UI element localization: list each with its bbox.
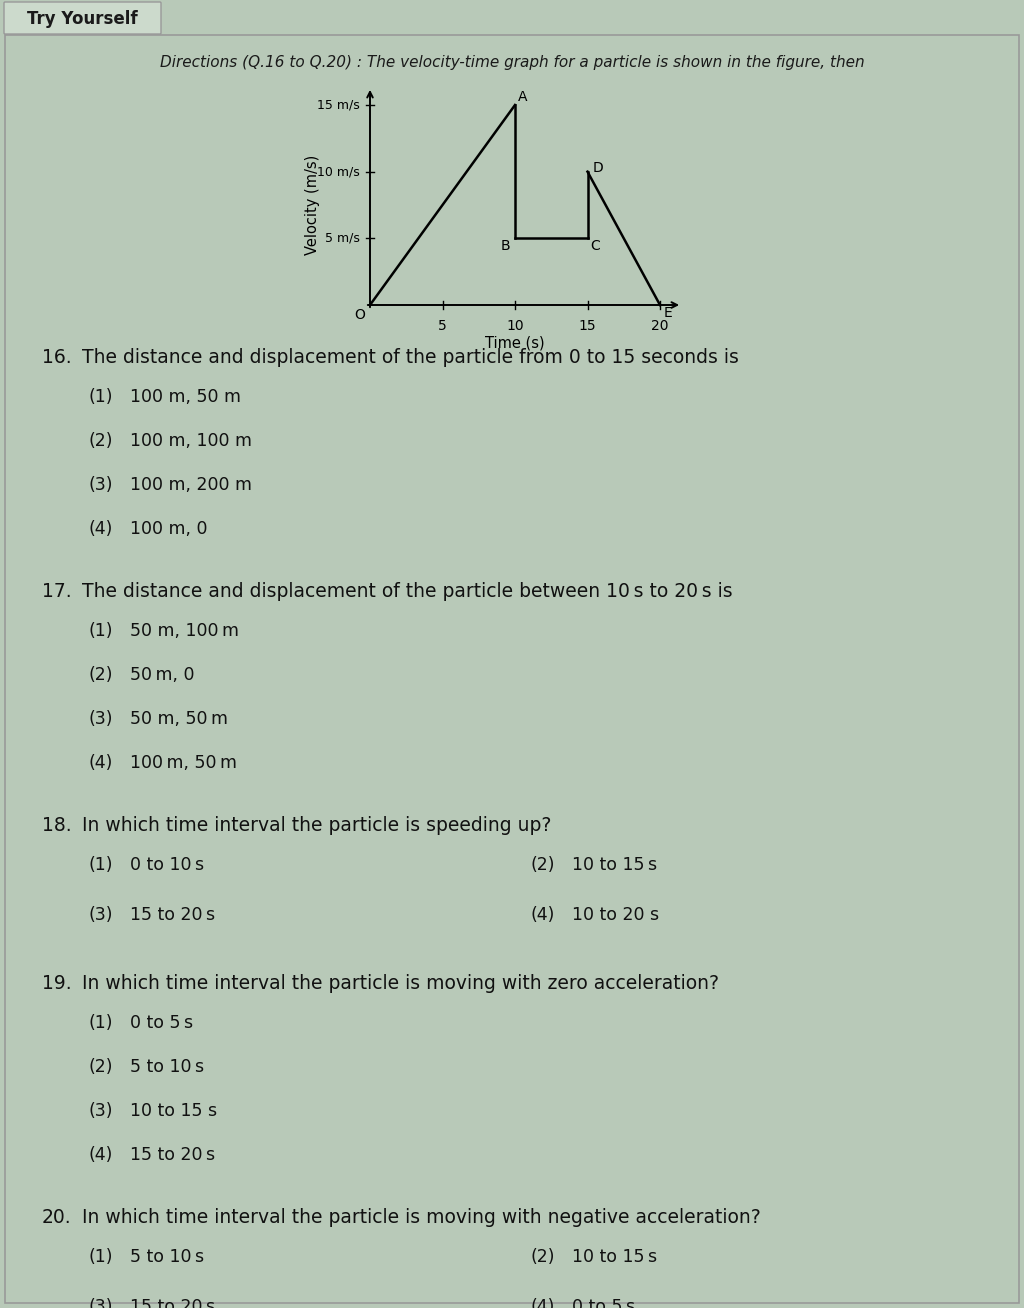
Text: 100 m, 50 m: 100 m, 50 m bbox=[130, 753, 237, 772]
Text: 0 to 5 s: 0 to 5 s bbox=[130, 1014, 194, 1032]
Text: (1): (1) bbox=[88, 1248, 113, 1266]
Text: (2): (2) bbox=[530, 855, 555, 874]
Text: 15 to 20 s: 15 to 20 s bbox=[130, 906, 215, 923]
Text: (2): (2) bbox=[88, 432, 113, 450]
Text: 16.: 16. bbox=[42, 348, 72, 368]
Text: 5 to 10 s: 5 to 10 s bbox=[130, 1058, 204, 1076]
Text: 5 m/s: 5 m/s bbox=[326, 232, 360, 245]
Text: (2): (2) bbox=[88, 666, 113, 684]
Text: In which time interval the particle is speeding up?: In which time interval the particle is s… bbox=[82, 816, 551, 835]
Text: 100 m, 50 m: 100 m, 50 m bbox=[130, 388, 241, 405]
Text: 10 to 15 s: 10 to 15 s bbox=[130, 1103, 217, 1120]
Text: B: B bbox=[500, 239, 510, 254]
Text: 17.: 17. bbox=[42, 582, 72, 600]
Text: (1): (1) bbox=[88, 623, 113, 640]
Text: 0 to 5 s: 0 to 5 s bbox=[572, 1298, 635, 1308]
Text: O: O bbox=[354, 307, 366, 322]
Text: (1): (1) bbox=[88, 1014, 113, 1032]
Text: (3): (3) bbox=[88, 1298, 113, 1308]
Text: (4): (4) bbox=[530, 906, 554, 923]
Text: 10 to 15 s: 10 to 15 s bbox=[572, 1248, 657, 1266]
Text: D: D bbox=[592, 161, 603, 175]
Text: 15 m/s: 15 m/s bbox=[317, 98, 360, 111]
Text: 20: 20 bbox=[651, 319, 669, 334]
Text: 15 to 20 s: 15 to 20 s bbox=[130, 1146, 215, 1164]
Text: (3): (3) bbox=[88, 476, 113, 494]
Text: 5 to 10 s: 5 to 10 s bbox=[130, 1248, 204, 1266]
Text: 10 to 20 s: 10 to 20 s bbox=[572, 906, 659, 923]
Text: 5: 5 bbox=[438, 319, 446, 334]
FancyBboxPatch shape bbox=[4, 3, 161, 34]
Text: (1): (1) bbox=[88, 855, 113, 874]
Text: 100 m, 0: 100 m, 0 bbox=[130, 521, 208, 538]
Text: (4): (4) bbox=[88, 521, 113, 538]
Text: 100 m, 200 m: 100 m, 200 m bbox=[130, 476, 252, 494]
Text: 10: 10 bbox=[506, 319, 524, 334]
Text: 50 m, 100 m: 50 m, 100 m bbox=[130, 623, 239, 640]
Text: 10 m/s: 10 m/s bbox=[317, 165, 360, 178]
Text: In which time interval the particle is moving with negative acceleration?: In which time interval the particle is m… bbox=[82, 1209, 761, 1227]
Text: A: A bbox=[518, 90, 527, 105]
Text: Time (s): Time (s) bbox=[485, 335, 545, 351]
Text: 18.: 18. bbox=[42, 816, 72, 835]
Text: (4): (4) bbox=[88, 753, 113, 772]
Text: (2): (2) bbox=[530, 1248, 555, 1266]
Text: Velocity (m/s): Velocity (m/s) bbox=[304, 154, 319, 255]
Text: Directions (Q.16 to Q.20) : The velocity-time graph for a particle is shown in t: Directions (Q.16 to Q.20) : The velocity… bbox=[160, 55, 864, 69]
Text: In which time interval the particle is moving with zero acceleration?: In which time interval the particle is m… bbox=[82, 974, 719, 993]
Text: (3): (3) bbox=[88, 710, 113, 729]
Text: 50 m, 0: 50 m, 0 bbox=[130, 666, 195, 684]
Text: (3): (3) bbox=[88, 1103, 113, 1120]
Text: C: C bbox=[591, 239, 600, 254]
Text: (2): (2) bbox=[88, 1058, 113, 1076]
Text: 100 m, 100 m: 100 m, 100 m bbox=[130, 432, 252, 450]
Text: (3): (3) bbox=[88, 906, 113, 923]
Text: The distance and displacement of the particle from 0 to 15 seconds is: The distance and displacement of the par… bbox=[82, 348, 739, 368]
Text: (1): (1) bbox=[88, 388, 113, 405]
Text: 15: 15 bbox=[579, 319, 596, 334]
Text: (4): (4) bbox=[530, 1298, 554, 1308]
Text: (4): (4) bbox=[88, 1146, 113, 1164]
Text: Try Yourself: Try Yourself bbox=[27, 10, 137, 27]
Text: 20.: 20. bbox=[42, 1209, 72, 1227]
Text: 0 to 10 s: 0 to 10 s bbox=[130, 855, 204, 874]
Text: 15 to 20 s: 15 to 20 s bbox=[130, 1298, 215, 1308]
Text: 19.: 19. bbox=[42, 974, 72, 993]
Text: E: E bbox=[664, 306, 673, 320]
Text: The distance and displacement of the particle between 10 s to 20 s is: The distance and displacement of the par… bbox=[82, 582, 732, 600]
Text: 10 to 15 s: 10 to 15 s bbox=[572, 855, 657, 874]
Text: 50 m, 50 m: 50 m, 50 m bbox=[130, 710, 228, 729]
